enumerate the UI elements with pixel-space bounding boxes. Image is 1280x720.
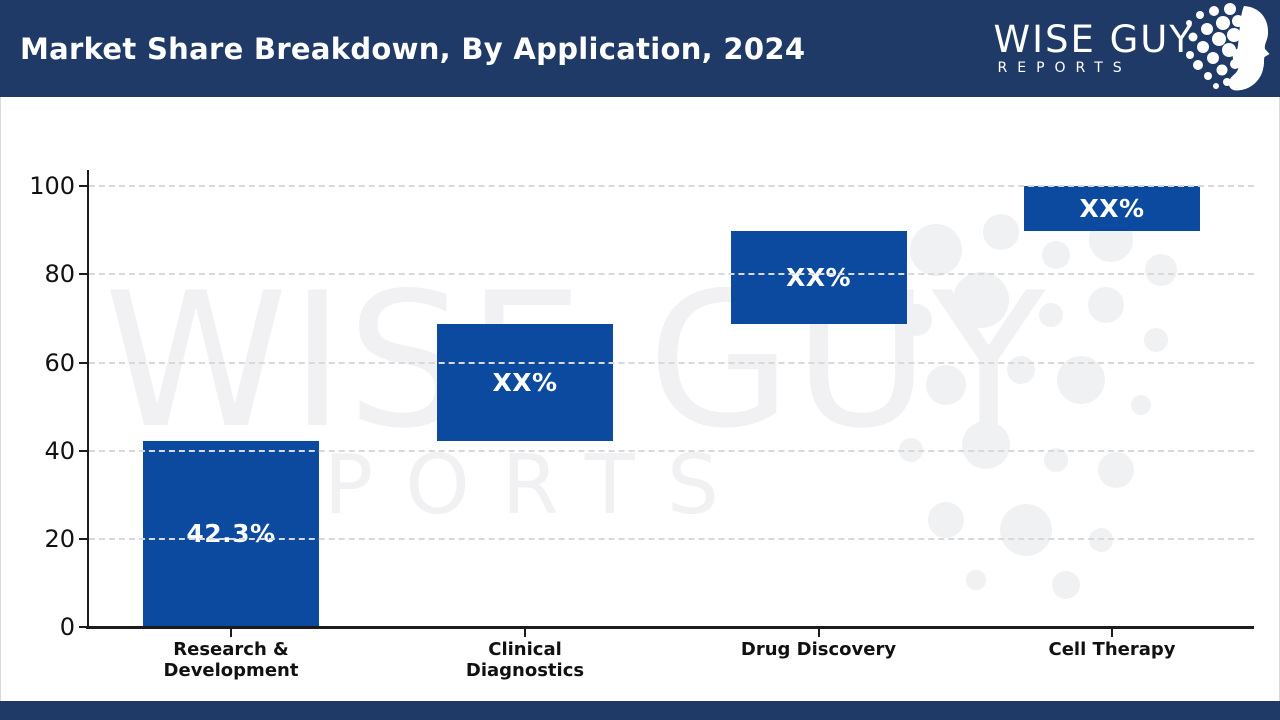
brand-name: WISE GUY	[993, 18, 1194, 61]
y-tick-mark	[79, 185, 87, 188]
x-category-label: Drug Discovery	[740, 639, 897, 660]
y-tick-label: 60	[44, 348, 75, 377]
brand-text: WISE GUY REPORTS	[993, 18, 1194, 77]
y-tick-label: 80	[44, 260, 75, 289]
y-tick-label: 0	[59, 613, 75, 641]
y-tick-mark	[79, 626, 87, 628]
gridline	[89, 361, 1254, 364]
x-category-label: Clinical Diagnostics	[465, 639, 585, 681]
bar-value-label: XX%	[492, 367, 558, 397]
brand-subname: REPORTS	[997, 60, 1132, 76]
bar-value-label: 42.3%	[186, 519, 276, 549]
y-tick-label: 40	[44, 436, 75, 465]
bar-segment: XX%	[437, 324, 613, 441]
y-tick-label: 100	[29, 172, 75, 201]
x-axis-line	[86, 626, 1254, 629]
y-tick-label: 20	[44, 524, 75, 553]
bar-value-label: XX%	[785, 263, 852, 293]
bar-segment: 42.3%	[143, 440, 319, 627]
bar-segment: XX%	[1024, 186, 1200, 232]
bar-segment: XX%	[730, 231, 907, 325]
gridline	[89, 273, 1254, 276]
y-tick-mark	[79, 273, 87, 276]
x-tick-mark	[817, 629, 820, 637]
watermark-face-dots	[899, 214, 1177, 599]
chart-area: WISE GUY REPORTS 42.3% XX% XX% XX% 0 20 40 60 80…	[0, 97, 1280, 701]
x-tick-mark	[524, 629, 526, 637]
x-tick-mark	[1111, 629, 1113, 637]
brand-logo: WISE GUY REPORTS	[994, 0, 1280, 97]
x-category-label: Research & Development	[163, 639, 299, 681]
y-tick-mark	[79, 449, 87, 452]
gridline	[89, 449, 1254, 452]
y-tick-mark	[79, 361, 87, 364]
y-tick-mark	[79, 537, 87, 540]
bar-value-label: XX%	[1079, 194, 1145, 224]
face-dots-logo-icon	[1186, 2, 1270, 91]
y-axis-line	[87, 170, 89, 629]
x-tick-mark	[230, 629, 232, 637]
header-banner: Market Share Breakdown, By Application, …	[0, 0, 1280, 97]
footer-bar	[0, 701, 1280, 720]
page-title: Market Share Breakdown, By Application, …	[20, 31, 806, 66]
gridline	[89, 537, 1254, 540]
gridline	[89, 185, 1254, 188]
x-category-label: Cell Therapy	[1048, 639, 1176, 660]
